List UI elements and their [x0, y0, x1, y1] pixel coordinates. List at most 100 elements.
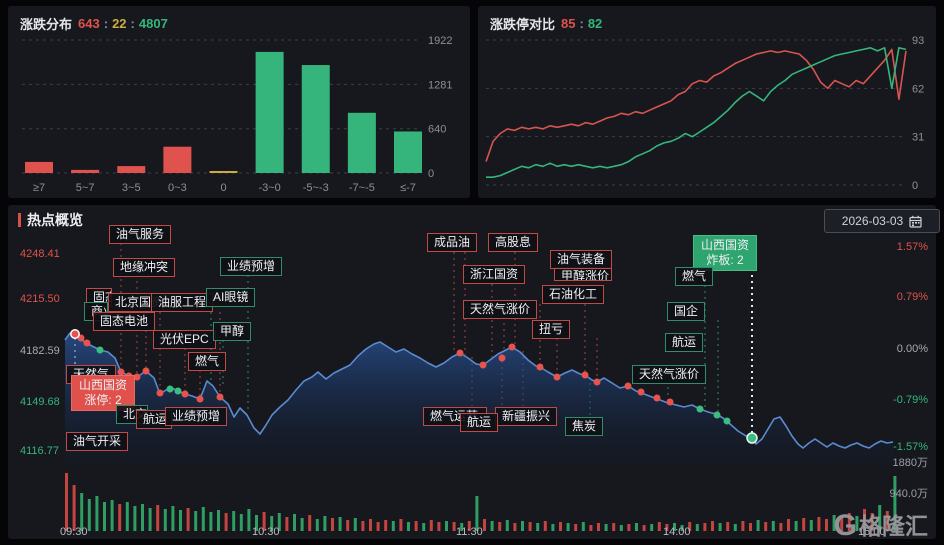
- hotspot-tag[interactable]: 业绩预增: [220, 257, 283, 276]
- limit-line-chart: 0 31 62 93: [485, 35, 924, 192]
- svg-text:31: 31: [912, 132, 924, 144]
- svg-text:1922: 1922: [428, 35, 452, 47]
- hotspot-tag[interactable]: 国企: [667, 302, 706, 321]
- unchanged-count: 22: [112, 16, 127, 31]
- dist-category-label: -7~-5: [349, 182, 375, 194]
- title-accent-bar: [18, 213, 21, 227]
- separator: :: [103, 16, 109, 31]
- hotspot-tag[interactable]: 天然气涨价: [463, 300, 538, 319]
- hotspot-tag[interactable]: 高股息: [488, 233, 539, 252]
- hotspot-header: 热点概览 2026-03-03: [18, 209, 940, 233]
- hotspot-tag[interactable]: 扭亏: [532, 320, 571, 339]
- distribution-title: 涨跌分布: [20, 17, 73, 32]
- percent-axis-label: -1.57%: [893, 441, 928, 453]
- percent-axis-label: -0.79%: [893, 394, 928, 406]
- limit-title: 涨跌停对比: [490, 17, 556, 32]
- hotspot-tag[interactable]: 航运: [460, 413, 499, 432]
- limit-series-line: [486, 46, 907, 178]
- gelonghui-wordmark: 格隆汇: [859, 513, 928, 539]
- hotspot-tag[interactable]: 地缘冲突: [113, 258, 176, 277]
- time-axis-label: 15:00: [858, 526, 886, 538]
- panel-limit-compare: 涨跌停对比 85: 82 0 31 62 93: [478, 6, 936, 198]
- dist-bar-≤-7[interactable]: [394, 131, 422, 173]
- price-axis-label: 4248.41: [20, 248, 60, 260]
- hotspot-tag[interactable]: 新疆振兴: [495, 407, 558, 426]
- decliners-count: 4807: [138, 16, 168, 31]
- distribution-bars: ≥7 5~7 3~5 0~3 0 -3~0 -5~-3 -7~-5 ≤-7: [25, 51, 422, 194]
- date-picker[interactable]: 2026-03-03: [824, 209, 940, 233]
- hotspot-tag[interactable]: 甲醇: [213, 322, 252, 341]
- gelonghui-g-icon: G: [833, 509, 857, 542]
- distribution-gridlines: 0 640 1281 1922: [22, 35, 452, 180]
- distribution-header: 涨跌分布 643: 22: 4807: [20, 14, 168, 33]
- dist-category-label: 0~3: [168, 182, 187, 194]
- dist-bar--5~-3[interactable]: [301, 65, 330, 173]
- highlighted-green-marker[interactable]: [746, 432, 758, 444]
- hotspot-tag[interactable]: 石油化工: [542, 285, 605, 304]
- percent-axis-label: 1880万: [892, 457, 928, 469]
- limit-gridlines: 0 31 62 93: [486, 35, 924, 192]
- dist-bar-≥7[interactable]: [25, 161, 53, 173]
- svg-text:93: 93: [912, 35, 924, 47]
- limit-down-count: 82: [587, 16, 603, 31]
- time-axis-label: 14:00: [663, 526, 691, 538]
- dist-bar-0~3[interactable]: [163, 146, 192, 173]
- dist-category-label: -3~0: [258, 182, 280, 194]
- hotspot-tag[interactable]: 燃气: [188, 352, 227, 371]
- price-axis-label: 4215.50: [20, 293, 60, 305]
- svg-text:0: 0: [428, 168, 434, 180]
- intraday-area-chart: [64, 243, 897, 531]
- time-axis-label: 09:30: [60, 526, 88, 538]
- percent-axis-label: 1.57%: [896, 241, 928, 253]
- separator: :: [130, 16, 135, 31]
- hotspot-tag[interactable]: 成品油: [427, 233, 478, 252]
- svg-text:640: 640: [428, 124, 446, 136]
- hotspot-tag[interactable]: 燃气: [675, 267, 714, 286]
- limit-series-line: [485, 48, 907, 162]
- advancers-count: 643: [78, 16, 100, 31]
- separator: :: [579, 16, 584, 31]
- hotspot-tag[interactable]: 山西国资 炸板: 2: [693, 235, 758, 271]
- price-axis-label: 4149.68: [20, 396, 60, 408]
- limit-up-count: 85: [561, 16, 576, 31]
- hotspot-tag[interactable]: 业绩预增: [165, 407, 228, 426]
- dist-bar-0[interactable]: [209, 171, 238, 173]
- percent-axis-label: 0.00%: [896, 343, 928, 355]
- percent-axis-label: 0.79%: [896, 291, 928, 303]
- hotspot-tag[interactable]: 焦炭: [565, 417, 604, 436]
- date-value: 2026-03-03: [841, 214, 904, 228]
- dist-category-label: 3~5: [122, 182, 141, 194]
- svg-text:0: 0: [912, 180, 918, 192]
- hotspot-tag[interactable]: 油服工程: [151, 293, 214, 312]
- dist-bar--7~-5[interactable]: [347, 112, 376, 173]
- hotspot-tag[interactable]: AI眼镜: [206, 288, 256, 307]
- hotspot-tag[interactable]: 航运: [136, 410, 172, 429]
- dist-category-label: 5~7: [76, 182, 95, 194]
- dist-bar-5~7[interactable]: [71, 169, 100, 173]
- svg-text:1281: 1281: [428, 79, 452, 91]
- hotspot-tag[interactable]: 固态电池: [93, 312, 156, 331]
- watermark-logo: G 格隆汇: [834, 511, 928, 541]
- hotspot-tag[interactable]: 航运: [665, 333, 704, 352]
- hotspot-tag[interactable]: 浙江国资: [463, 265, 526, 284]
- svg-text:62: 62: [912, 83, 924, 95]
- dist-bar--3~0[interactable]: [255, 51, 284, 173]
- dist-bar-3~5[interactable]: [117, 166, 146, 173]
- dist-category-label: ≥7: [33, 182, 45, 194]
- panel-distribution: 涨跌分布 643: 22: 4807 0 640 1281 1922 ≥7 5~7 3~5 0…: [8, 6, 470, 198]
- hotspot-tag[interactable]: 甲醇涨价: [554, 267, 612, 281]
- price-area-fill: [65, 333, 893, 467]
- price-axis-label: 4116.77: [20, 445, 59, 457]
- hotspot-tag[interactable]: 光伏EPC: [153, 330, 216, 349]
- calendar-icon: [909, 215, 922, 228]
- hotspot-tag[interactable]: 油气服务: [109, 225, 172, 244]
- hotspot-tag[interactable]: 油气开采: [66, 432, 129, 451]
- dist-category-label: ≤-7: [400, 182, 416, 194]
- percent-axis-label: 940.0万: [889, 488, 928, 500]
- distribution-bar-chart: 0 640 1281 1922 ≥7 5~7 3~5 0~3 0 -3~0 -5~-3 -7~-5 ≤-…: [22, 35, 452, 194]
- hotspot-tag[interactable]: 天然气涨价: [632, 365, 707, 384]
- hotspot-tag[interactable]: 油气装备: [550, 250, 613, 269]
- highlighted-red-marker[interactable]: [70, 329, 80, 339]
- time-axis-label: 10:30: [252, 526, 280, 538]
